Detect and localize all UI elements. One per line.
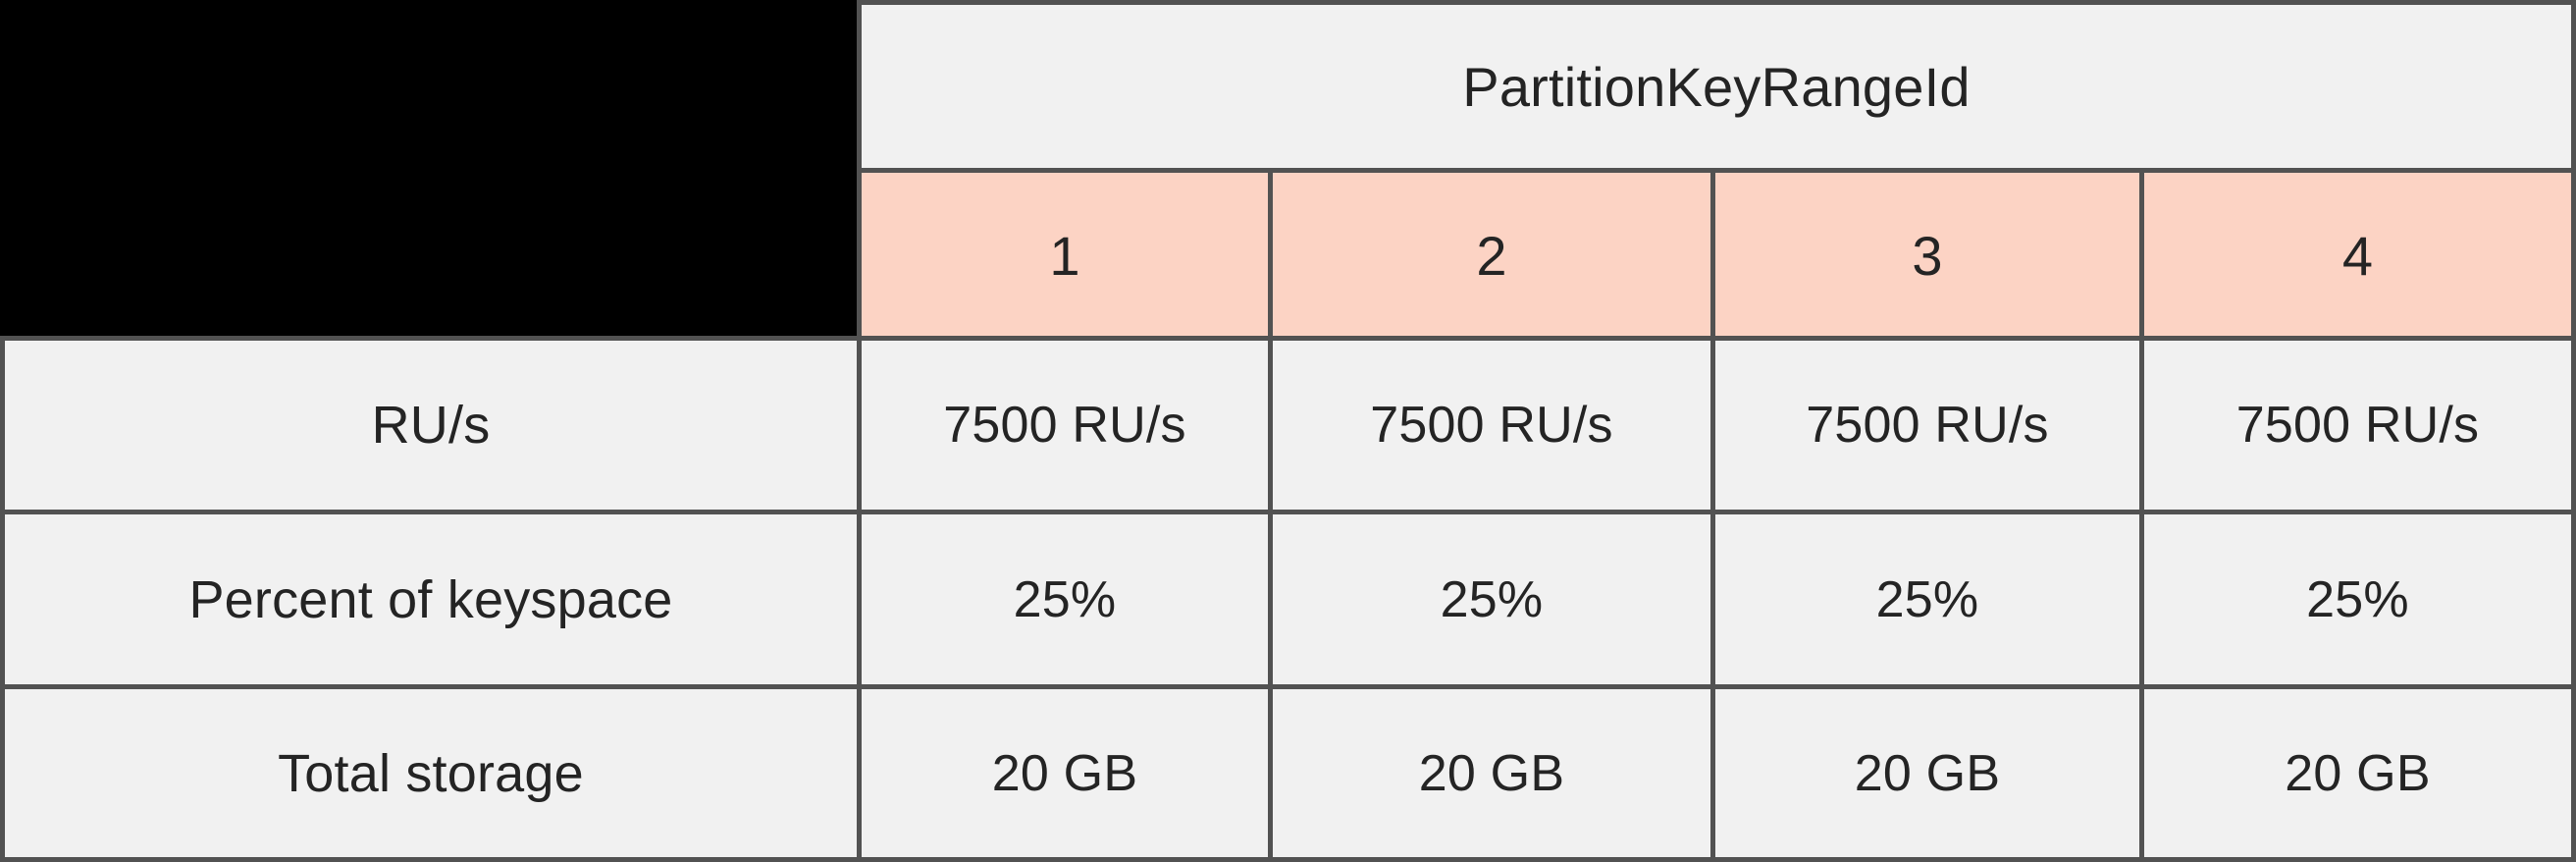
- table-cell-percent-2: 25%: [1268, 510, 1715, 689]
- group-header-partitionkeyrangeid: PartitionKeyRangeId: [857, 0, 2576, 173]
- row-label-percent-of-keyspace: Percent of keyspace: [0, 510, 862, 689]
- column-header-3: 3: [1710, 168, 2144, 344]
- table-cell-rus-2: 7500 RU/s: [1268, 336, 1715, 514]
- table-corner-blank: [0, 0, 860, 341]
- table-cell-percent-4: 25%: [2139, 510, 2576, 689]
- column-header-4: 4: [2139, 168, 2576, 344]
- table-cell-storage-3: 20 GB: [1710, 684, 2144, 862]
- row-label-total-storage: Total storage: [0, 684, 862, 862]
- table-cell-percent-1: 25%: [857, 510, 1273, 689]
- table-cell-rus-4: 7500 RU/s: [2139, 336, 2576, 514]
- row-label-rus: RU/s: [0, 336, 862, 514]
- column-header-2: 2: [1268, 168, 1715, 344]
- table-cell-storage-4: 20 GB: [2139, 684, 2576, 862]
- table-cell-rus-3: 7500 RU/s: [1710, 336, 2144, 514]
- table-cell-storage-1: 20 GB: [857, 684, 1273, 862]
- table-cell-storage-2: 20 GB: [1268, 684, 1715, 862]
- column-header-1: 1: [857, 168, 1273, 344]
- table-cell-rus-1: 7500 RU/s: [857, 336, 1273, 514]
- table-cell-percent-3: 25%: [1710, 510, 2144, 689]
